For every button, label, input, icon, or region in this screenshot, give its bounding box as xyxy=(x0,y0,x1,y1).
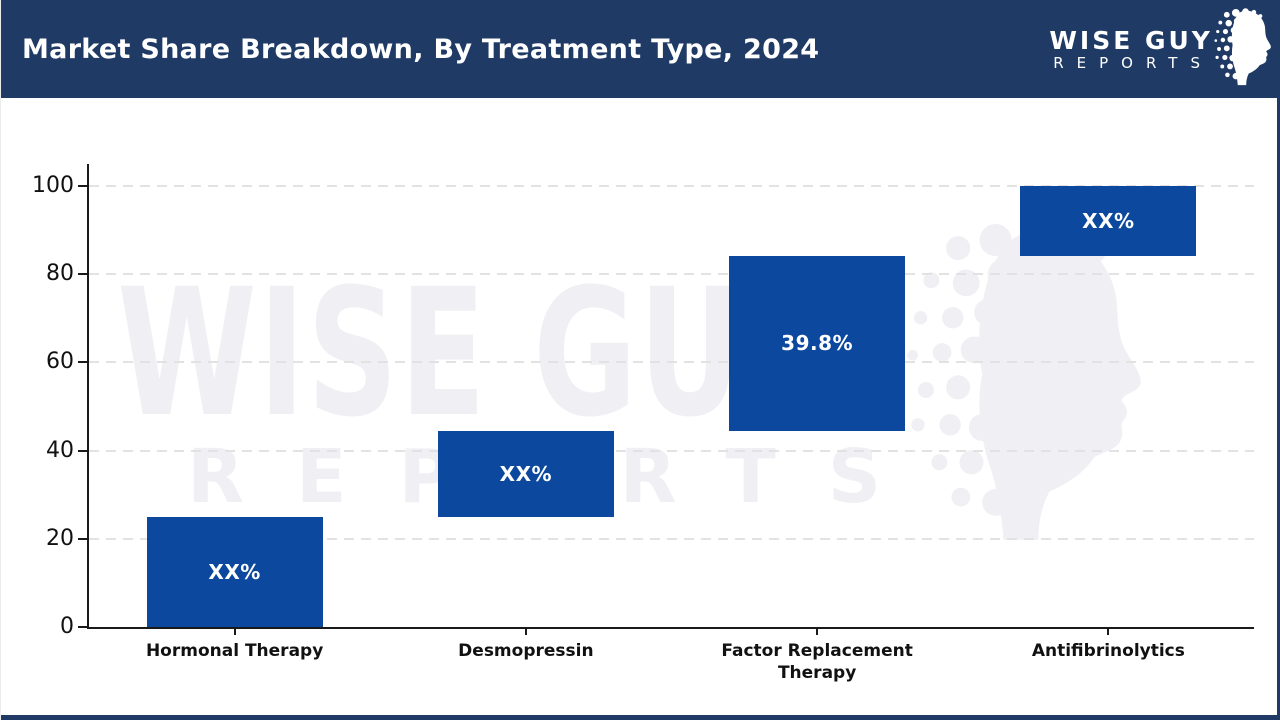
right-edge-strip xyxy=(1277,0,1280,720)
chart-title: Market Share Breakdown, By Treatment Typ… xyxy=(22,33,820,65)
logo-line1: WISE GUY xyxy=(1049,25,1213,55)
gridline-80 xyxy=(89,273,1254,276)
y-tick-mark-20 xyxy=(78,537,87,540)
gridline-100 xyxy=(89,185,1254,187)
x-tick-mark-desmopressin xyxy=(524,627,527,635)
bar-value-label-factor-replacement-therapy: 39.8% xyxy=(781,331,854,356)
header: Market Share Breakdown, By Treatment Typ… xyxy=(1,0,1280,98)
y-tick-label-0: 0 xyxy=(60,614,74,639)
x-tick-mark-factor-replacement-therapy xyxy=(816,627,819,635)
watermark-face-icon xyxy=(883,216,1151,564)
bar-desmopressin: XX% xyxy=(437,431,614,517)
bar-factor-replacement-therapy: 39.8% xyxy=(729,255,906,432)
bar-value-label-antifibrinolytics: XX% xyxy=(1082,208,1135,233)
y-tick-mark-40 xyxy=(78,449,87,452)
logo-line2: REPORTS xyxy=(1053,54,1213,72)
y-tick-label-40: 40 xyxy=(46,437,74,463)
y-tick-mark-80 xyxy=(78,273,87,276)
y-axis-line xyxy=(87,164,89,629)
gridline-40 xyxy=(89,449,1254,452)
x-tick-mark-hormonal-therapy xyxy=(233,627,236,635)
bottom-edge-strip xyxy=(1,715,1280,720)
x-axis-line xyxy=(87,627,1254,629)
y-tick-mark-0 xyxy=(78,626,87,628)
x-category-label-factor-replacement-therapy: Factor Replacement Therapy xyxy=(721,641,913,684)
y-tick-mark-100 xyxy=(78,185,87,187)
y-tick-label-80: 80 xyxy=(46,261,74,287)
y-tick-label-20: 20 xyxy=(46,525,74,551)
bar-hormonal-therapy: XX% xyxy=(146,516,323,627)
x-tick-mark-antifibrinolytics xyxy=(1107,627,1110,635)
wise-guy-logo: WISE GUY REPORTS xyxy=(1049,4,1275,94)
bar-value-label-desmopressin: XX% xyxy=(499,461,553,486)
x-category-label-hormonal-therapy: Hormonal Therapy xyxy=(145,641,324,661)
x-category-label-antifibrinolytics: Antifibrinolytics xyxy=(1031,641,1185,661)
watermark-wordmark: WISE GUY xyxy=(117,251,837,456)
bar-value-label-hormonal-therapy: XX% xyxy=(208,559,261,584)
y-tick-label-100: 100 xyxy=(32,173,74,198)
y-tick-mark-60 xyxy=(78,361,87,364)
bar-antifibrinolytics: XX% xyxy=(1020,186,1197,256)
logo-face-icon xyxy=(1207,7,1275,91)
y-tick-label-60: 60 xyxy=(46,349,74,375)
logo-wordmark: WISE GUY REPORTS xyxy=(1049,25,1213,72)
gridline-60 xyxy=(89,361,1254,364)
gridline-20 xyxy=(89,537,1254,540)
x-category-label-desmopressin: Desmopressin xyxy=(458,641,594,661)
